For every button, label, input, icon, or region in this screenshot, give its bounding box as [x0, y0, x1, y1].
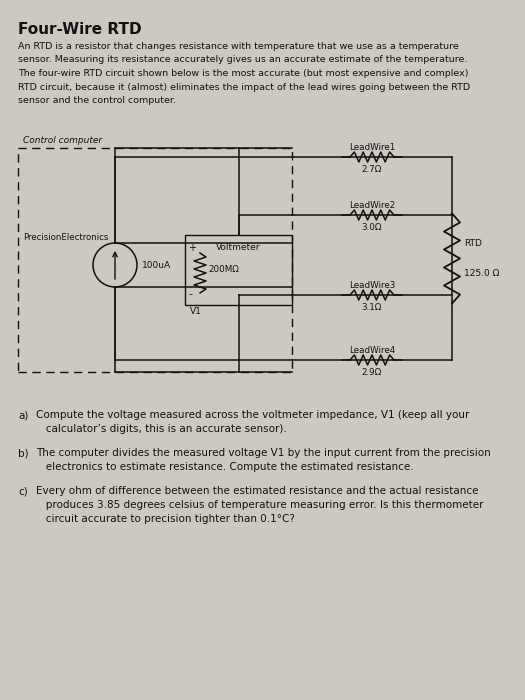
Text: 3.1Ω: 3.1Ω	[362, 303, 382, 312]
Bar	[18, 148, 292, 372]
Text: 2.9Ω: 2.9Ω	[362, 368, 382, 377]
Text: a): a)	[18, 410, 28, 420]
Text: LeadWire1: LeadWire1	[349, 143, 395, 152]
Text: RTD circuit, because it (almost) eliminates the impact of the lead wires going b: RTD circuit, because it (almost) elimina…	[18, 83, 470, 92]
Text: 2.7Ω: 2.7Ω	[362, 165, 382, 174]
Text: The computer divides the measured voltage V1 by the input current from the preci: The computer divides the measured voltag…	[36, 448, 491, 458]
Text: LeadWire4: LeadWire4	[349, 346, 395, 355]
Text: sensor and the control computer.: sensor and the control computer.	[18, 96, 176, 105]
Bar	[185, 235, 292, 305]
Text: electronics to estimate resistance. Compute the estimated resistance.: electronics to estimate resistance. Comp…	[36, 462, 414, 472]
Text: Compute the voltage measured across the voltmeter impedance, V1 (keep all your: Compute the voltage measured across the …	[36, 410, 469, 420]
Text: LeadWire3: LeadWire3	[349, 281, 395, 290]
Text: 3.0Ω: 3.0Ω	[362, 223, 382, 232]
Text: c): c)	[18, 486, 28, 496]
Text: 100uA: 100uA	[142, 260, 171, 270]
Text: 200MΩ: 200MΩ	[208, 265, 239, 274]
Text: -: -	[188, 289, 192, 299]
Text: Every ohm of difference between the estimated resistance and the actual resistan: Every ohm of difference between the esti…	[36, 486, 478, 496]
Text: +: +	[188, 243, 196, 253]
Text: PrecisionElectronics: PrecisionElectronics	[23, 234, 108, 242]
Text: Control computer: Control computer	[23, 136, 102, 145]
Text: V1: V1	[190, 307, 202, 316]
Text: sensor. Measuring its resistance accurately gives us an accurate estimate of the: sensor. Measuring its resistance accurat…	[18, 55, 467, 64]
Text: Voltmeter: Voltmeter	[216, 243, 261, 252]
Text: b): b)	[18, 448, 29, 458]
Text: An RTD is a resistor that changes resistance with temperature that we use as a t: An RTD is a resistor that changes resist…	[18, 42, 459, 51]
Text: LeadWire2: LeadWire2	[349, 201, 395, 210]
Text: Four-Wire RTD: Four-Wire RTD	[18, 22, 142, 37]
Text: calculator’s digits, this is an accurate sensor).: calculator’s digits, this is an accurate…	[36, 424, 287, 434]
Text: produces 3.85 degrees celsius of temperature measuring error. Is this thermomete: produces 3.85 degrees celsius of tempera…	[36, 500, 484, 510]
Text: RTD: RTD	[464, 239, 482, 248]
Text: 125.0 Ω: 125.0 Ω	[464, 269, 499, 277]
Text: circuit accurate to precision tighter than 0.1°C?: circuit accurate to precision tighter th…	[36, 514, 295, 524]
Text: The four-wire RTD circuit shown below is the most accurate (but most expensive a: The four-wire RTD circuit shown below is…	[18, 69, 468, 78]
